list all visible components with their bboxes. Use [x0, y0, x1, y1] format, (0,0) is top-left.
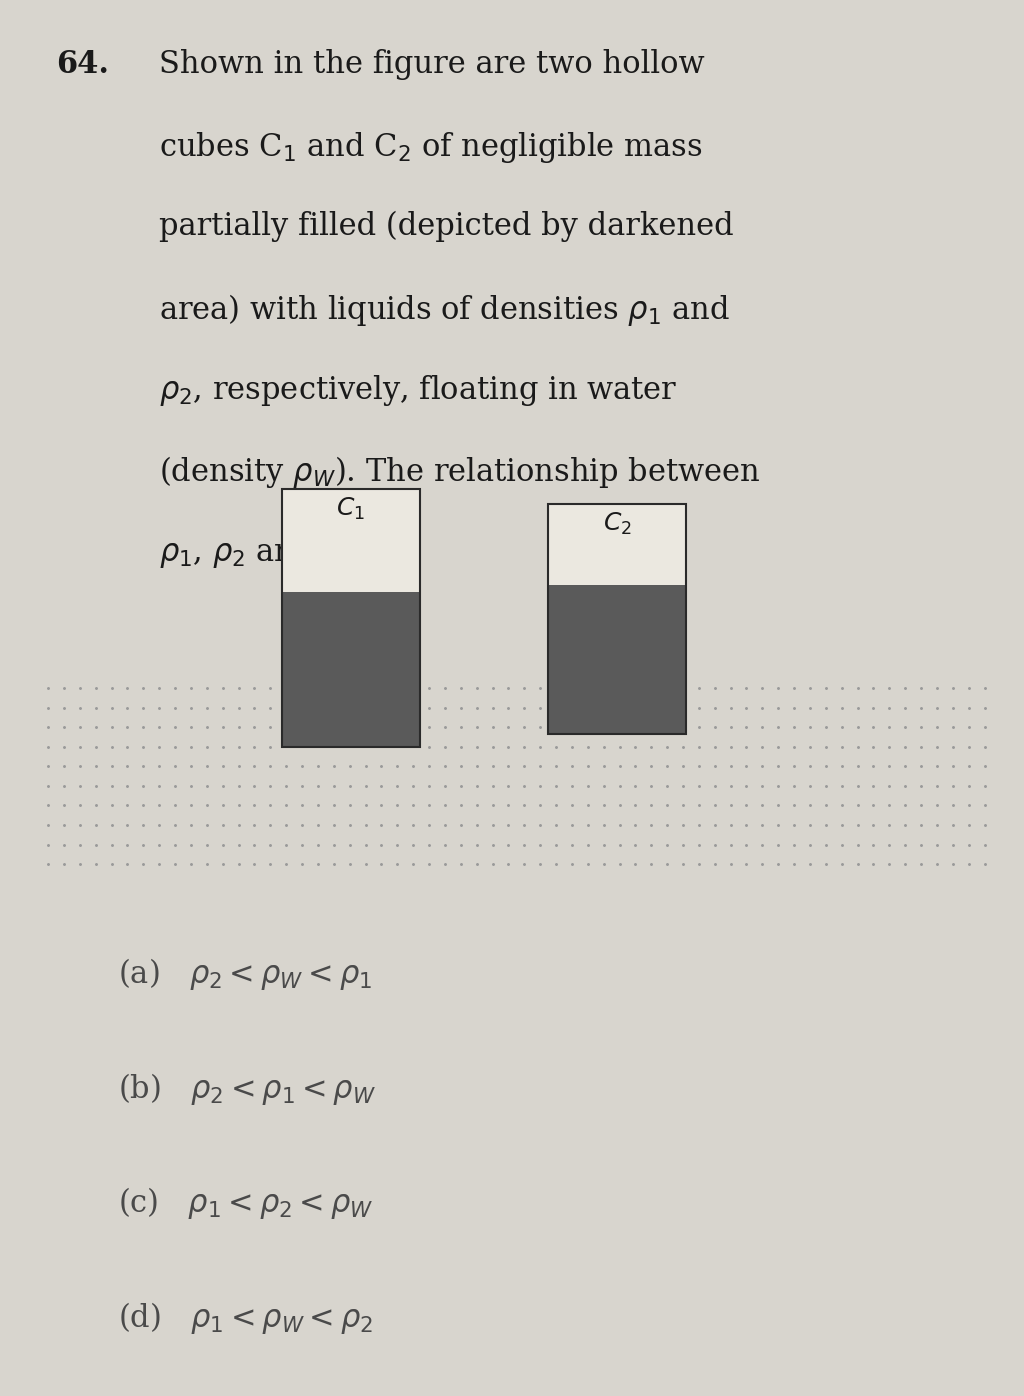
Bar — [548, 585, 686, 734]
Text: $\rho_1$, $\rho_2$ and $\rho_W$ is: $\rho_1$, $\rho_2$ and $\rho_W$ is — [159, 535, 399, 570]
Text: $C_1$: $C_1$ — [336, 496, 366, 522]
Bar — [282, 489, 420, 747]
Bar — [282, 592, 420, 747]
Bar — [41, 684, 993, 872]
Text: partially filled (depicted by darkened: partially filled (depicted by darkened — [159, 211, 733, 242]
Text: Shown in the figure are two hollow: Shown in the figure are two hollow — [159, 49, 705, 80]
Text: cubes C$_1$ and C$_2$ of negligible mass: cubes C$_1$ and C$_2$ of negligible mass — [159, 130, 702, 165]
Text: (b)   $\rho_2 < \rho_1 < \rho_W$: (b) $\rho_2 < \rho_1 < \rho_W$ — [118, 1071, 376, 1107]
Text: (d)   $\rho_1 < \rho_W < \rho_2$: (d) $\rho_1 < \rho_W < \rho_2$ — [118, 1300, 373, 1336]
Text: (c)   $\rho_1 < \rho_2 < \rho_W$: (c) $\rho_1 < \rho_2 < \rho_W$ — [118, 1185, 374, 1222]
Text: 64.: 64. — [56, 49, 110, 80]
Text: $C_2$: $C_2$ — [602, 511, 632, 537]
Bar — [282, 489, 420, 592]
Text: $\rho_2$, respectively, floating in water: $\rho_2$, respectively, floating in wate… — [159, 373, 677, 408]
Bar — [548, 504, 686, 585]
Text: area) with liquids of densities $\rho_1$ and: area) with liquids of densities $\rho_1$… — [159, 292, 729, 328]
Bar — [548, 504, 686, 734]
Text: (a)   $\rho_2 < \rho_W < \rho_1$: (a) $\rho_2 < \rho_W < \rho_1$ — [118, 956, 372, 993]
Text: (density $\rho_W$). The relationship between: (density $\rho_W$). The relationship bet… — [159, 454, 761, 490]
